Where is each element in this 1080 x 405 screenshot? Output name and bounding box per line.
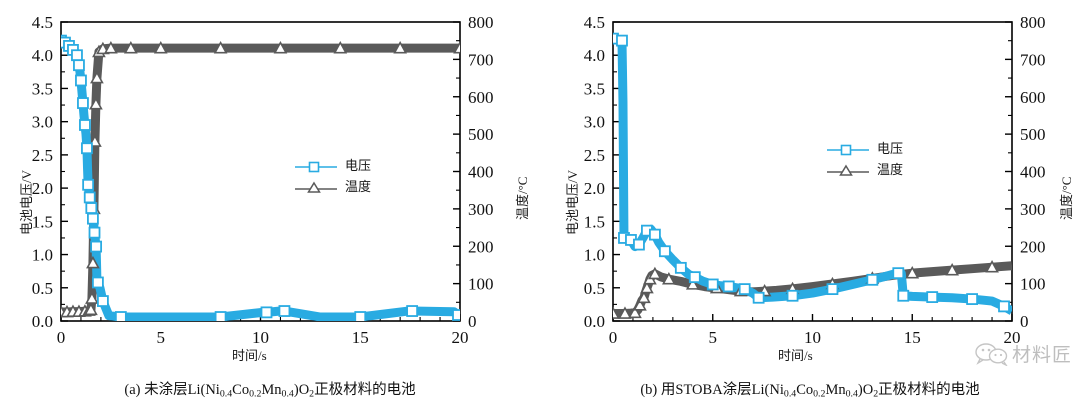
legend-item-voltage[interactable]: 电压: [294, 155, 371, 176]
chart-b-legend: 电压 温度: [826, 138, 903, 180]
chart-b-caption: (b) 用STOBA涂层Li(Ni0.4Co0.2Mn0.4)O2正极材料的电池: [540, 378, 1080, 399]
svg-text:3.5: 3.5: [32, 79, 53, 98]
svg-text:200: 200: [1020, 237, 1046, 256]
svg-text:800: 800: [468, 13, 494, 32]
svg-text:1.0: 1.0: [32, 246, 53, 265]
svg-text:2.0: 2.0: [32, 179, 53, 198]
legend-label-voltage: 电压: [345, 158, 372, 173]
svg-text:1.5: 1.5: [32, 212, 53, 231]
svg-text:500: 500: [468, 125, 494, 144]
chart-b-x-title: 时间/s: [778, 348, 813, 363]
caption-b-p3: 0.2: [813, 388, 826, 400]
legend-label-temperature: 温度: [877, 162, 904, 177]
caption-b-p8: 正极材料的电池: [878, 382, 980, 398]
svg-text:10: 10: [804, 328, 821, 347]
svg-text:500: 500: [1020, 125, 1046, 144]
svg-text:3.5: 3.5: [584, 79, 605, 98]
svg-text:0.0: 0.0: [32, 312, 53, 331]
svg-text:2.0: 2.0: [584, 179, 605, 198]
caption-a-p2: Co: [232, 382, 250, 398]
panel-b: 0 5 10 15 20 0.0 0.5 1.0 1.5 2.0 2.5 3.0 3.5 4.0 4.5 0 1…: [540, 0, 1080, 405]
svg-text:0: 0: [1020, 312, 1029, 331]
svg-text:3.0: 3.0: [584, 113, 605, 132]
svg-text:2.5: 2.5: [32, 146, 53, 165]
caption-b-p5: 0.4: [845, 388, 858, 400]
caption-b-text: (b) 用STOBA涂层Li(Ni0.4Co0.2Mn0.4)O2正极材料的电池: [640, 382, 980, 400]
chart-b-y-right-title: 温度/°C: [1059, 176, 1074, 220]
svg-text:0.5: 0.5: [32, 279, 53, 298]
svg-text:100: 100: [1020, 275, 1046, 294]
caption-b-p7: 2: [873, 388, 879, 400]
svg-text:0: 0: [57, 328, 66, 347]
svg-text:300: 300: [468, 200, 494, 219]
chart-a-y-right-title: 温度/°C: [515, 176, 530, 220]
caption-a-text: (a) 未涂层Li(Ni0.4Co0.2Mn0.4)O2正极材料的电池: [124, 382, 416, 400]
svg-text:0: 0: [609, 328, 618, 347]
caption-b-p1: 0.4: [783, 388, 797, 400]
svg-text:3.0: 3.0: [32, 113, 53, 132]
svg-text:4.5: 4.5: [32, 13, 53, 32]
svg-text:15: 15: [904, 328, 921, 347]
temperature-triangle-marker-icon: [294, 180, 338, 194]
svg-text:20: 20: [1004, 328, 1021, 347]
svg-text:700: 700: [468, 50, 494, 69]
chart-a-x-title: 时间/s: [232, 348, 267, 363]
legend-item-temperature[interactable]: 温度: [294, 176, 371, 197]
legend-item-temperature[interactable]: 温度: [826, 159, 903, 180]
caption-b-prefix: (b): [640, 382, 658, 398]
svg-text:700: 700: [1020, 50, 1046, 69]
caption-a-p0: 未涂层Li(Ni: [144, 382, 220, 398]
caption-b-p4: Mn: [825, 382, 846, 398]
svg-text:4.0: 4.0: [32, 46, 53, 65]
svg-text:400: 400: [468, 163, 494, 182]
svg-text:15: 15: [352, 328, 369, 347]
caption-a-prefix: (a): [124, 382, 141, 398]
svg-text:20: 20: [452, 328, 469, 347]
svg-text:0.5: 0.5: [584, 279, 605, 298]
chart-a-y-left-title: 电池电压/V: [19, 169, 34, 235]
chart-a-svg: 0 5 10 15 20 0.0 0.5 1.0 1.5 2.0 2.5 3.0 3.5 4.0 4.5 0 1…: [32, 13, 494, 347]
voltage-square-marker-icon: [826, 142, 870, 156]
svg-text:4.0: 4.0: [584, 46, 605, 65]
caption-a-p3: 0.2: [249, 388, 262, 400]
svg-text:1.5: 1.5: [584, 212, 605, 231]
caption-b-p2: Co: [796, 382, 814, 398]
svg-text:2.5: 2.5: [584, 146, 605, 165]
svg-text:300: 300: [1020, 200, 1046, 219]
svg-text:0.0: 0.0: [584, 312, 605, 331]
caption-a-p8: 正极材料的电池: [314, 382, 416, 398]
chart-a-caption: (a) 未涂层Li(Ni0.4Co0.2Mn0.4)O2正极材料的电池: [0, 378, 540, 399]
svg-text:200: 200: [468, 237, 494, 256]
legend-item-voltage[interactable]: 电压: [826, 138, 903, 159]
svg-text:800: 800: [1020, 13, 1046, 32]
svg-text:5: 5: [157, 328, 166, 347]
chart-b-svg: 0 5 10 15 20 0.0 0.5 1.0 1.5 2.0 2.5 3.0 3.5 4.0 4.5 0 1…: [584, 13, 1046, 347]
svg-text:5: 5: [709, 328, 718, 347]
svg-text:400: 400: [1020, 163, 1046, 182]
svg-text:600: 600: [468, 88, 494, 107]
caption-a-p1: 0.4: [219, 388, 233, 400]
caption-b-p6: )O: [857, 382, 874, 398]
caption-a-p7: 2: [309, 388, 315, 400]
voltage-square-marker-icon: [294, 159, 338, 173]
temperature-triangle-marker-icon: [826, 163, 870, 177]
caption-a-p6: )O: [293, 382, 310, 398]
legend-label-temperature: 温度: [345, 179, 372, 194]
chart-b-y-left-title: 电池电压/V: [565, 169, 580, 235]
svg-text:10: 10: [252, 328, 269, 347]
svg-text:4.5: 4.5: [584, 13, 605, 32]
chart-a-legend: 电压 温度: [294, 155, 371, 197]
svg-text:100: 100: [468, 275, 494, 294]
svg-text:600: 600: [1020, 88, 1046, 107]
svg-text:1.0: 1.0: [584, 246, 605, 265]
svg-text:0: 0: [468, 312, 477, 331]
legend-label-voltage: 电压: [877, 141, 904, 156]
panel-a: 0 5 10 15 20 0.0 0.5 1.0 1.5 2.0 2.5 3.0 3.5 4.0 4.5 0 1…: [0, 13, 540, 399]
caption-a-p5: 0.4: [281, 388, 294, 400]
caption-b-p0: 用STOBA涂层Li(Ni: [660, 382, 784, 398]
caption-a-p4: Mn: [261, 382, 282, 398]
